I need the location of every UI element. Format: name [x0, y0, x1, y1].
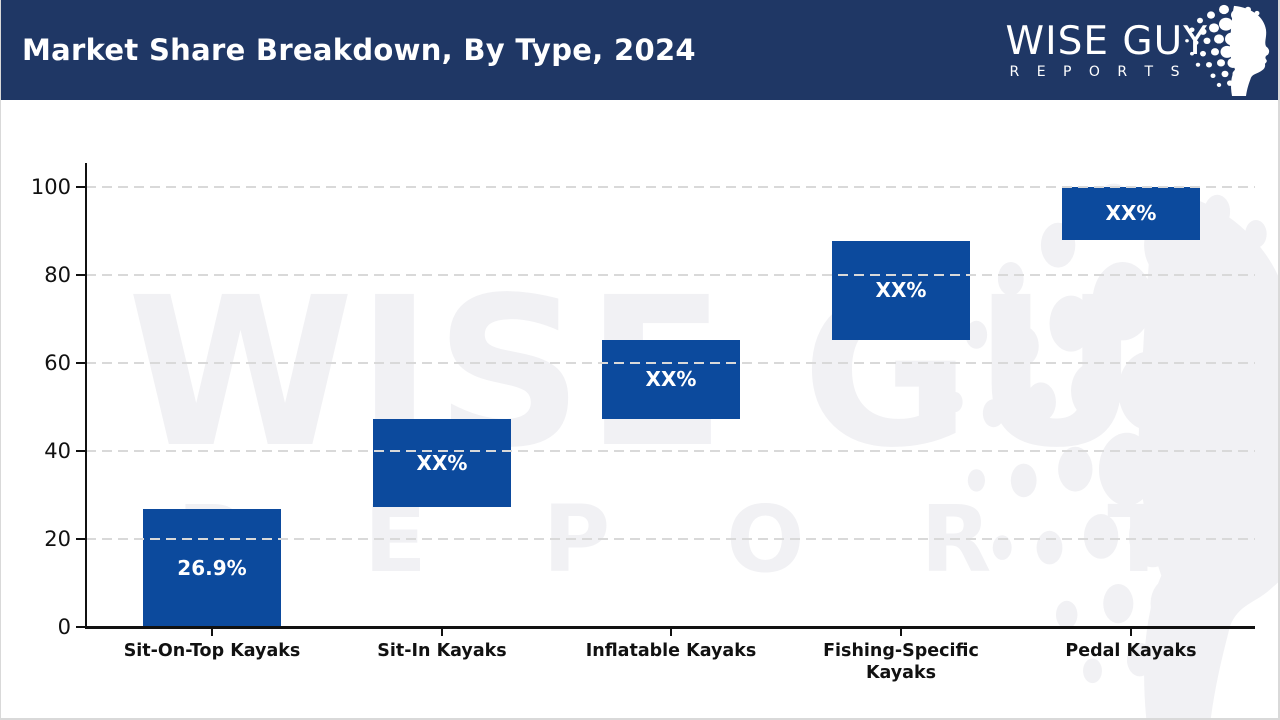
header-bar: Market Share Breakdown, By Type, 2024 WI…	[1, 0, 1278, 100]
logo-subtitle: R E P O R T S	[1009, 63, 1186, 80]
x-tick-5	[1130, 629, 1132, 636]
bar-4: XX%	[832, 240, 970, 340]
x-tick-4	[900, 629, 902, 636]
bar-value-label: XX%	[645, 367, 697, 392]
bar-5: XX%	[1062, 186, 1200, 241]
y-tick-100	[76, 185, 85, 188]
logo-text: WISE GUY R E P O R T S	[1006, 22, 1208, 79]
x-tick-3	[670, 629, 672, 636]
x-tick-1	[211, 629, 213, 636]
bar-value-label: XX%	[875, 278, 927, 303]
y-tick-label-100: 100	[30, 174, 71, 199]
bar-value-label: XX%	[1105, 201, 1157, 226]
gridline-100	[86, 185, 1255, 188]
bar-value-label: 26.9%	[177, 555, 247, 580]
x-axis-line	[85, 626, 1255, 629]
gridline-40	[86, 449, 1255, 452]
x-category-label: Sit-On-Top Kayaks	[123, 641, 301, 661]
gridline-60	[86, 361, 1255, 364]
gridline-80	[86, 273, 1255, 276]
page-title: Market Share Breakdown, By Type, 2024	[22, 33, 696, 67]
y-tick-label-40: 40	[44, 438, 71, 463]
y-tick-label-60: 60	[44, 350, 71, 375]
x-category-label: Pedal Kayaks	[1065, 641, 1197, 661]
x-tick-2	[441, 629, 443, 636]
y-tick-label-80: 80	[44, 262, 71, 287]
bar-value-label: XX%	[416, 451, 468, 476]
bar-3: XX%	[602, 340, 740, 419]
y-tick-20	[76, 537, 85, 540]
y-axis-line	[85, 163, 87, 629]
y-tick-40	[76, 449, 85, 452]
wise-guy-reports-logo: WISE GUY R E P O R T S	[1006, 0, 1274, 100]
y-tick-0	[76, 626, 85, 628]
bar-1: 26.9%	[143, 508, 281, 627]
gridline-20	[86, 537, 1255, 540]
y-tick-label-0: 0	[57, 615, 71, 639]
y-tick-label-20: 20	[44, 526, 71, 551]
logo-face-icon	[1174, 4, 1274, 97]
logo-wordmark: WISE GUY	[1005, 18, 1208, 64]
x-category-label: Inflatable Kayaks	[585, 641, 757, 661]
x-category-label: Fishing-Specific Kayaks	[823, 641, 979, 683]
y-tick-60	[76, 361, 85, 364]
bar-2: XX%	[373, 419, 511, 508]
y-tick-80	[76, 273, 85, 276]
x-category-label: Sit-In Kayaks	[377, 641, 507, 661]
